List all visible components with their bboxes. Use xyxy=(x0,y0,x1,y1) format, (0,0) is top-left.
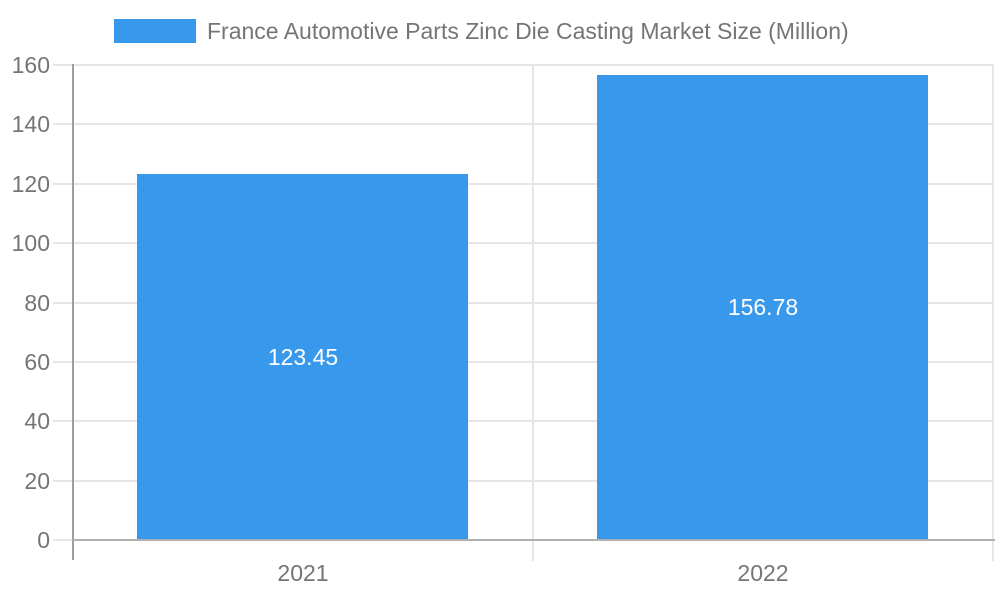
x-axis-label-2021: 2021 xyxy=(277,560,329,586)
gridline-y-140 xyxy=(53,123,993,125)
y-axis-tick-label: 60 xyxy=(24,349,50,375)
x-axis-line xyxy=(73,539,995,541)
y-axis-tick-label: 80 xyxy=(24,290,50,316)
legend-label: France Automotive Parts Zinc Die Casting… xyxy=(207,18,849,44)
y-axis-tick-label: 120 xyxy=(11,171,50,197)
bar-value-label: 123.45 xyxy=(267,344,339,370)
x-axis-label-2022: 2022 xyxy=(737,560,789,586)
y-axis-tick-label: 20 xyxy=(24,468,50,494)
y-axis-tick-label: 0 xyxy=(37,527,50,553)
gridline-y-80 xyxy=(53,302,993,304)
gridline-y-40 xyxy=(53,420,993,422)
legend-swatch xyxy=(114,19,196,43)
category-boundary-line xyxy=(992,65,994,561)
bar-2021 xyxy=(137,174,468,540)
chart-legend: France Automotive Parts Zinc Die Casting… xyxy=(114,19,849,43)
gridline-y-20 xyxy=(53,480,993,482)
y-axis-tick-label: 160 xyxy=(11,52,50,78)
y-axis-tick-label: 40 xyxy=(24,408,50,434)
gridline-y-160 xyxy=(53,64,993,66)
y-axis-tick-label: 100 xyxy=(11,230,50,256)
gridline-y-60 xyxy=(53,361,993,363)
y-axis-line xyxy=(72,64,74,560)
bar-value-label: 156.78 xyxy=(727,294,799,320)
bar-2022 xyxy=(597,75,928,540)
y-axis-tick-label: 140 xyxy=(11,111,50,137)
gridline-y-120 xyxy=(53,183,993,185)
gridline-y-100 xyxy=(53,242,993,244)
category-boundary-line xyxy=(532,65,534,561)
